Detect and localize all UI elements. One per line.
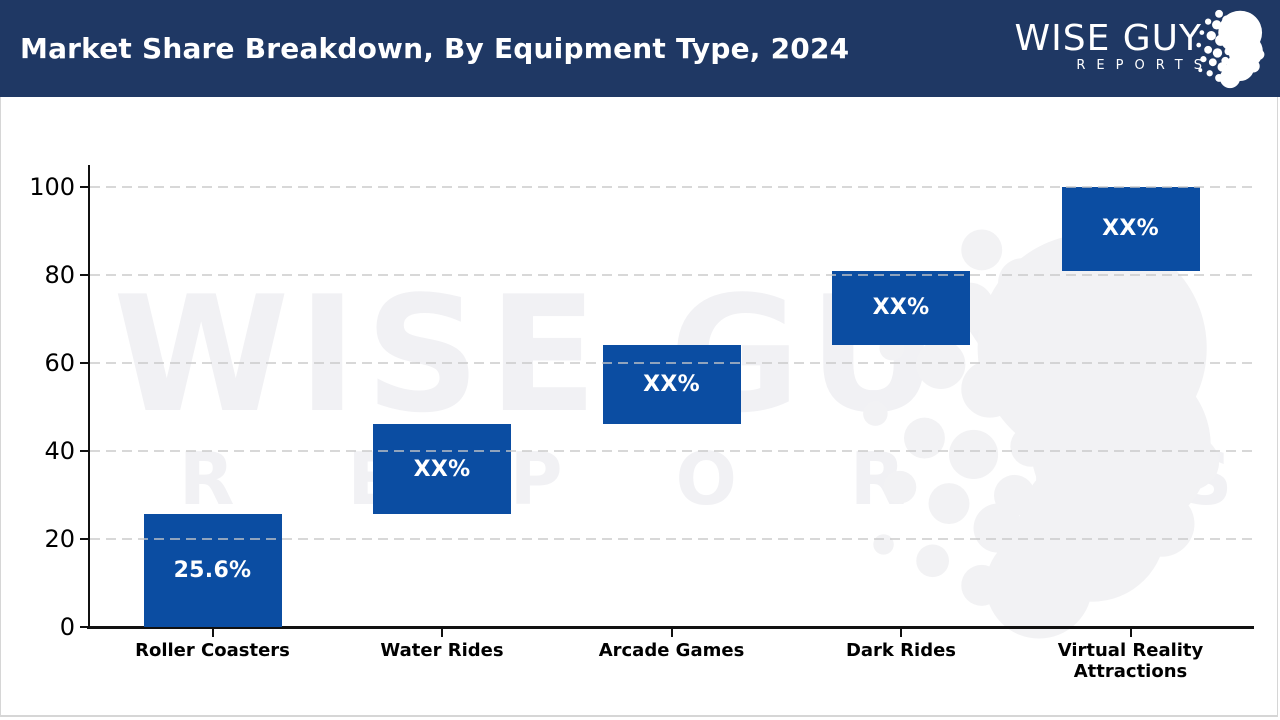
x-axis-line (87, 626, 1254, 629)
gridline-20 (90, 538, 1254, 540)
y-tick-0 (80, 626, 88, 628)
x-tick-arcade-games (670, 629, 673, 637)
y-tick-60 (80, 362, 88, 364)
y-tick-label-100: 100 (29, 173, 75, 201)
x-category-label-water-rides: Water Rides (380, 640, 504, 661)
bar-value-label-virtual-reality-attractions: XX% (1102, 216, 1159, 242)
gridline-60 (90, 362, 1254, 364)
bar-water-rides: XX% (373, 423, 511, 515)
gridline-80 (90, 274, 1254, 276)
y-tick-label-60: 60 (44, 349, 75, 377)
gridline-40 (90, 450, 1254, 452)
y-tick-80 (80, 274, 88, 276)
bar-value-label-roller-coasters: 25.6% (173, 558, 252, 584)
brand-logo: WISE GUY REPORTS (1015, 21, 1203, 73)
gridline-100 (90, 186, 1254, 188)
x-tick-virtual-reality-attractions (1129, 629, 1132, 637)
x-category-label-arcade-games: Arcade Games (598, 640, 745, 661)
x-tick-water-rides (441, 629, 443, 637)
bar-value-label-water-rides: XX% (413, 456, 471, 482)
x-tick-roller-coasters (211, 629, 214, 637)
y-tick-label-80: 80 (44, 261, 75, 289)
bar-value-label-arcade-games: XX% (643, 371, 700, 397)
x-category-label-dark-rides: Dark Rides (845, 640, 957, 661)
bar-roller-coasters: 25.6% (143, 514, 282, 627)
y-tick-20 (80, 538, 88, 540)
chart-plot-area: WISE GUY R E P O R T S 0 20 40 60 80 100 25.6… (0, 97, 1278, 717)
brand-logo-text: WISE GUY (1014, 18, 1202, 59)
wiseguy-head-icon (1196, 9, 1265, 89)
y-axis-line (88, 165, 90, 629)
y-tick-label-40: 40 (44, 437, 75, 465)
x-category-label-roller-coasters: Roller Coasters (135, 640, 290, 661)
y-tick-100 (80, 186, 88, 188)
header-bar: Market Share Breakdown, By Equipment Typ… (0, 0, 1280, 97)
chart-title: Market Share Breakdown, By Equipment Typ… (20, 32, 850, 65)
bar-virtual-reality-attractions: XX% (1061, 187, 1200, 271)
y-tick-label-0: 0 (59, 613, 75, 641)
bar-value-label-dark-rides: XX% (872, 295, 930, 321)
x-tick-dark-rides (900, 629, 902, 637)
brand-logo-subtext: REPORTS (1076, 58, 1213, 73)
bar-dark-rides: XX% (832, 270, 970, 345)
y-tick-40 (80, 450, 88, 452)
watermark-head-icon (863, 229, 1219, 639)
bar-arcade-games: XX% (602, 344, 741, 424)
y-tick-label-20: 20 (44, 525, 75, 553)
x-category-label-virtual-reality-attractions: Virtual Reality Attractions (1057, 640, 1204, 682)
